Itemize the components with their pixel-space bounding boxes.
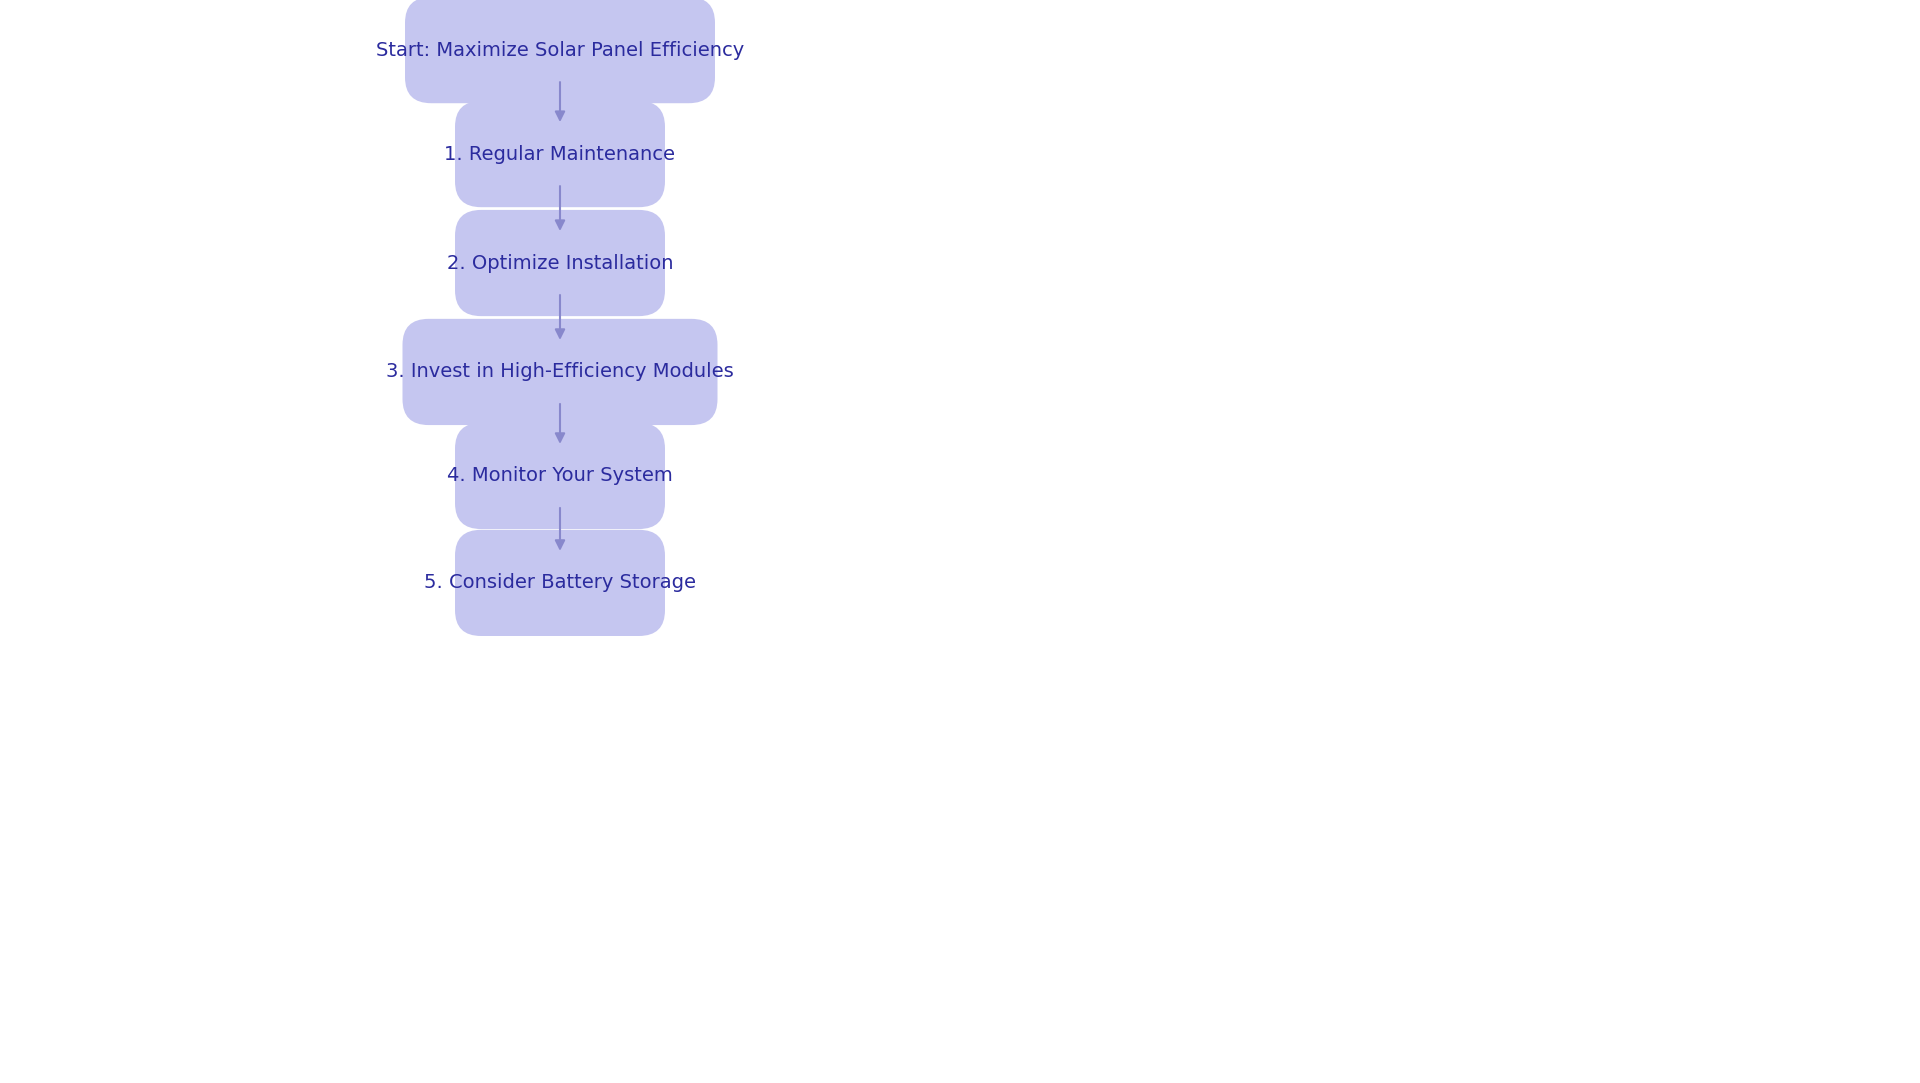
FancyBboxPatch shape: [405, 0, 714, 103]
Text: 3. Invest in High-Efficiency Modules: 3. Invest in High-Efficiency Modules: [386, 363, 733, 381]
FancyBboxPatch shape: [455, 101, 664, 207]
FancyBboxPatch shape: [455, 422, 664, 529]
FancyBboxPatch shape: [455, 530, 664, 636]
Text: Start: Maximize Solar Panel Efficiency: Start: Maximize Solar Panel Efficiency: [376, 40, 745, 60]
Text: 2. Optimize Installation: 2. Optimize Installation: [447, 253, 674, 273]
Text: 1. Regular Maintenance: 1. Regular Maintenance: [445, 145, 676, 164]
Text: 4. Monitor Your System: 4. Monitor Your System: [447, 467, 672, 485]
FancyBboxPatch shape: [455, 210, 664, 316]
Text: 5. Consider Battery Storage: 5. Consider Battery Storage: [424, 573, 695, 592]
FancyBboxPatch shape: [403, 318, 718, 425]
